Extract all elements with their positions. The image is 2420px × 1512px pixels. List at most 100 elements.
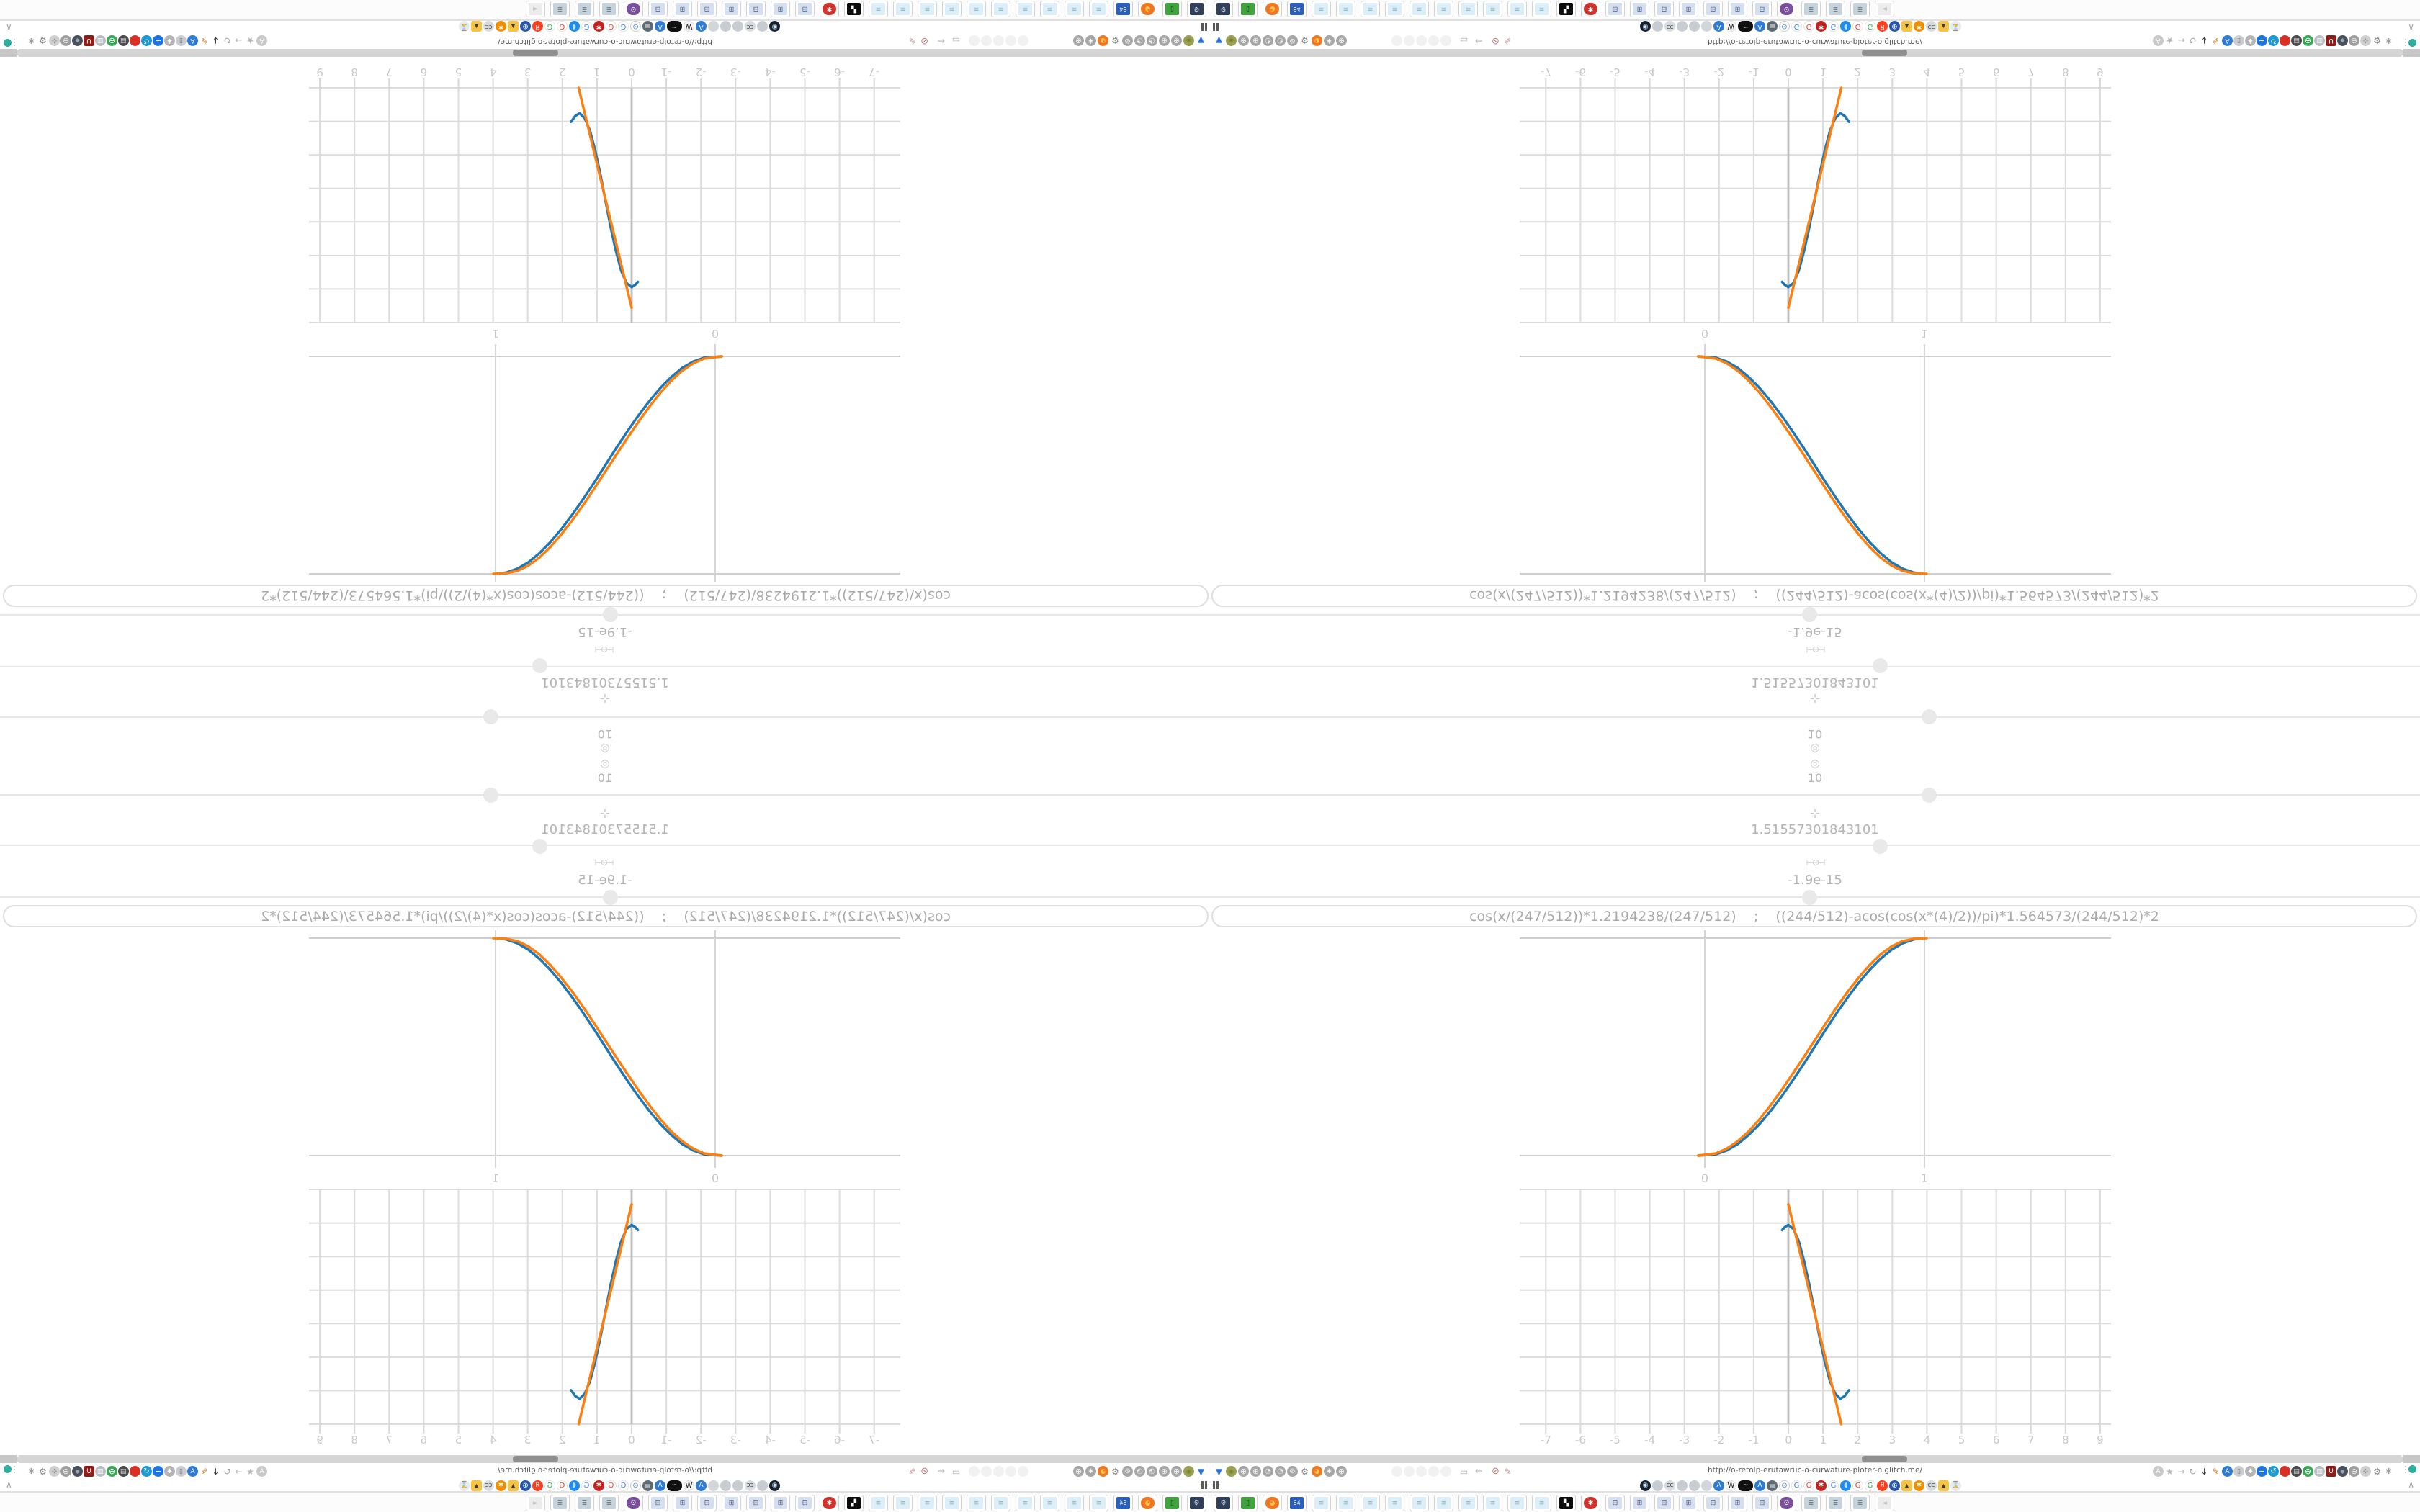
slider-handle[interactable] (603, 607, 618, 622)
scrollbar-thumb[interactable] (513, 50, 558, 56)
notepad-window[interactable]: ≡ (1065, 1495, 1084, 1511)
like-icon[interactable]: ⊹ (49, 35, 60, 46)
folder-icon[interactable]: ▭ (1459, 1466, 1469, 1477)
gear-icon[interactable]: ✱ (27, 36, 35, 45)
google-icon[interactable]: G (544, 21, 555, 32)
mute-icon[interactable] (757, 21, 768, 32)
mute-icon[interactable] (732, 21, 743, 32)
shield-dark-icon[interactable]: ◆ (72, 35, 83, 46)
calculator-window[interactable]: ⊞ (1679, 1, 1698, 17)
forward-icon[interactable]: → (235, 1466, 243, 1477)
google-icon[interactable]: G (1791, 1480, 1802, 1491)
scroll-window[interactable]: ≣ (599, 1495, 619, 1511)
slider-handle[interactable] (1802, 607, 1817, 622)
dot-icon[interactable] (969, 35, 980, 46)
dot-icon[interactable] (1428, 35, 1439, 46)
translate-icon[interactable]: A (1754, 21, 1765, 32)
translate-icon[interactable]: A (2153, 1466, 2164, 1477)
ublock-icon[interactable]: U (84, 35, 94, 46)
sync-icon[interactable]: ↺ (141, 35, 152, 46)
like-icon[interactable]: ⊹ (2360, 1466, 2371, 1477)
photo-icon[interactable]: ▲ (1938, 1480, 1949, 1491)
sync-icon[interactable]: ↺ (2268, 1466, 2279, 1477)
scroll-window[interactable]: ≣ (550, 1495, 570, 1511)
gauge-icon[interactable]: ◔ (1147, 35, 1157, 46)
scrollbar-track[interactable] (17, 1455, 1210, 1463)
wrench-icon[interactable]: ⚙ (1111, 1466, 1119, 1477)
slider-handle[interactable] (532, 658, 547, 673)
system-monitor-window[interactable]: ⚙ (1187, 1495, 1206, 1511)
dot-icon[interactable] (1018, 1466, 1028, 1477)
wrench-icon[interactable]: ⚙ (1111, 35, 1119, 46)
search-icon[interactable]: ⊙ (1779, 21, 1790, 32)
pause-icon[interactable] (1201, 23, 1207, 31)
gear-icon[interactable]: ✱ (1324, 1466, 1335, 1477)
globe-grid-icon[interactable]: ⊕ (520, 21, 531, 32)
hourglass-icon[interactable]: ⌛ (459, 1480, 470, 1491)
notepad-window[interactable]: ≡ (942, 1495, 962, 1511)
calculator-window[interactable]: ⊞ (1728, 1, 1747, 17)
star-icon[interactable]: ★ (246, 35, 254, 46)
pulse-icon[interactable]: ~ (667, 1480, 682, 1491)
gear-icon[interactable]: ✱ (2245, 1466, 2256, 1477)
stamp-window[interactable]: ◄ (1875, 1, 1894, 17)
calculator-window[interactable]: ⊞ (673, 1, 692, 17)
globe-icon[interactable]: ⊕ (1073, 35, 1084, 46)
slider-handle[interactable] (1802, 890, 1817, 905)
scroll-window[interactable]: ≣ (1801, 1495, 1821, 1511)
calculator-window[interactable]: ⊞ (697, 1, 717, 17)
floppy64-window[interactable]: 64 (1287, 1, 1307, 17)
chevron-up-icon[interactable]: ∧ (2408, 1480, 2414, 1490)
calculator-window[interactable]: ⊞ (1605, 1, 1625, 17)
wikipedia-icon[interactable]: W (684, 21, 694, 32)
dot-icon[interactable] (1404, 1466, 1415, 1477)
notepad-window[interactable]: ≡ (893, 1495, 913, 1511)
notepad-window[interactable]: ≡ (1361, 1495, 1380, 1511)
cc-icon[interactable]: CC (1664, 21, 1675, 32)
mute-icon[interactable] (1652, 1480, 1663, 1491)
calculator-window[interactable]: ⊞ (1654, 1, 1674, 17)
firefox-window[interactable]: ◕ (1138, 1495, 1157, 1511)
pencil-off-icon[interactable]: ✎ (1504, 35, 1512, 46)
gear-orange-icon[interactable]: ✱ (1914, 1480, 1924, 1491)
gear-icon[interactable]: ✱ (27, 1467, 35, 1476)
translate-icon[interactable]: A (655, 21, 666, 32)
notepad-window[interactable]: ≡ (1458, 1495, 1478, 1511)
dot-icon[interactable] (1416, 1466, 1427, 1477)
cc-icon[interactable]: CC (1926, 1480, 1937, 1491)
shield-dark-icon[interactable]: ◆ (72, 1466, 83, 1477)
globe-icon[interactable]: ⊕ (1171, 1466, 1182, 1477)
star-icon[interactable]: ★ (2166, 35, 2174, 46)
globe-color-icon[interactable]: ⊕ (107, 35, 117, 46)
mute-icon[interactable] (732, 1480, 743, 1491)
notepad-window[interactable]: ≡ (1336, 1, 1355, 17)
dot-icon[interactable] (981, 1466, 992, 1477)
notepad-window[interactable]: ≡ (991, 1495, 1010, 1511)
globe-icon[interactable]: ⊕ (1238, 35, 1249, 46)
photo-icon[interactable]: ▲ (1938, 21, 1949, 32)
record-icon[interactable] (130, 1466, 140, 1477)
dot-icon[interactable] (1392, 1466, 1402, 1477)
globe-gray-icon[interactable]: ⊕ (60, 35, 71, 46)
download-icon[interactable]: ↓ (212, 35, 220, 46)
gear-icon[interactable]: ✱ (1085, 1466, 1096, 1477)
mute-icon[interactable] (720, 21, 731, 32)
floppy64-window[interactable]: 64 (1287, 1495, 1307, 1511)
notepad-window[interactable]: ≡ (1040, 1, 1059, 17)
dot-icon[interactable] (993, 1466, 1004, 1477)
cc-icon[interactable]: CC (745, 1480, 756, 1491)
speaker-icon[interactable] (708, 1480, 719, 1491)
search-icon[interactable]: ⊙ (1779, 1480, 1790, 1491)
firefox-window[interactable]: ◕ (1263, 1, 1282, 17)
google-icon[interactable]: G (1828, 1480, 1839, 1491)
photo-icon[interactable]: ▲ (508, 21, 519, 32)
google-icon[interactable]: G (618, 21, 629, 32)
notepad-window[interactable]: ≡ (1016, 1, 1035, 17)
google-icon[interactable]: G (1865, 21, 1876, 32)
photo-icon[interactable]: ▲ (1901, 21, 1912, 32)
forward-icon[interactable]: → (2177, 35, 2185, 46)
google-icon[interactable]: G (1852, 1480, 1863, 1491)
shield-icon[interactable]: ⊘ (1492, 1466, 1500, 1477)
notepad-window[interactable]: ≡ (967, 1, 986, 17)
dot-icon[interactable] (1018, 35, 1028, 46)
